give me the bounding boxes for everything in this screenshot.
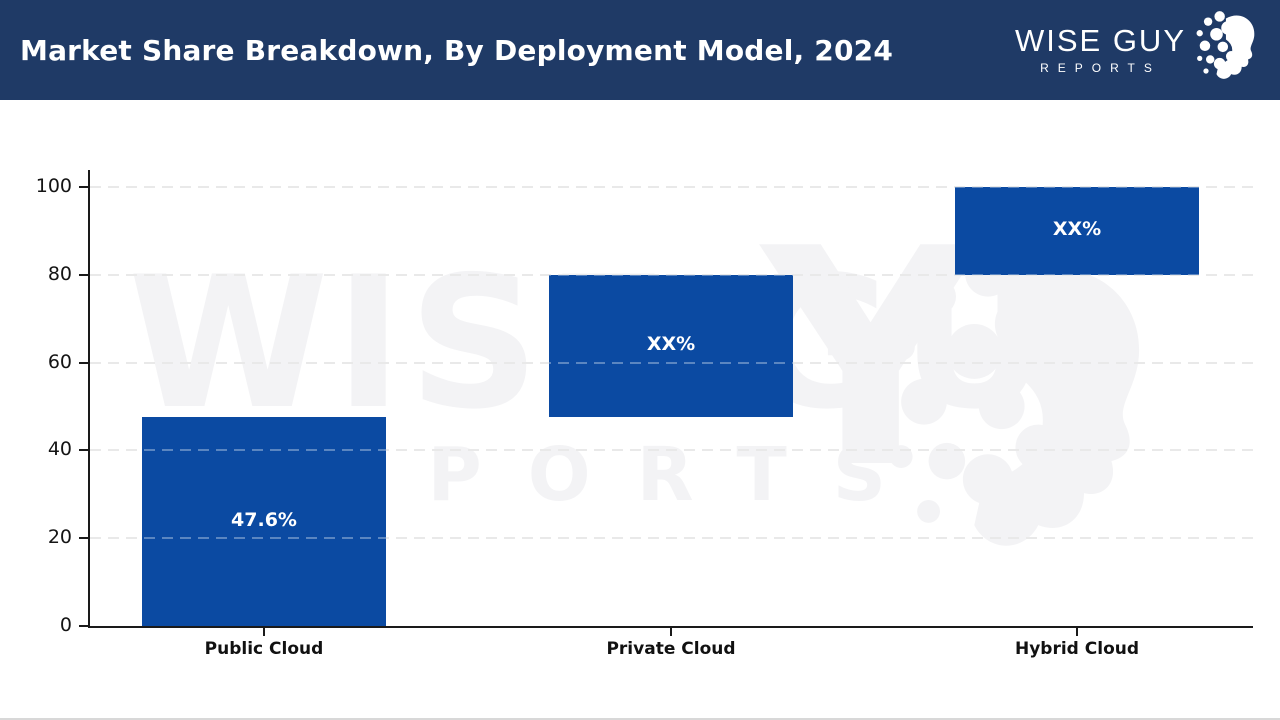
watermark-head-icon: [887, 250, 1140, 546]
y-axis-line: [88, 170, 90, 627]
brand-subtitle: REPORTS: [1040, 60, 1161, 75]
brand-logo: WISE GUY REPORTS: [1015, 8, 1264, 92]
brand-logo-text: WISE GUY REPORTS: [1015, 25, 1186, 75]
header: Market Share Breakdown, By Deployment Mo…: [0, 0, 1280, 100]
watermark-reports: REPORTS: [228, 432, 933, 518]
page-title: Market Share Breakdown, By Deployment Mo…: [20, 33, 894, 67]
x-axis-line: [88, 626, 1253, 628]
brand-name: WISE GUY: [1014, 23, 1186, 59]
brand-head-icon: [1196, 11, 1255, 79]
